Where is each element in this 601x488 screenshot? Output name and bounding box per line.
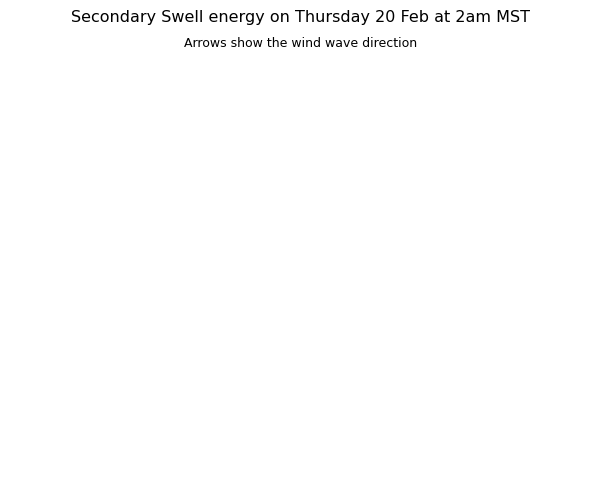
Text: Arrows show the wind wave direction: Arrows show the wind wave direction [184, 37, 417, 50]
Text: Secondary Swell energy on Thursday 20 Feb at 2am MST: Secondary Swell energy on Thursday 20 Fe… [71, 10, 530, 25]
Text: cartopy required: cartopy required [243, 265, 358, 279]
